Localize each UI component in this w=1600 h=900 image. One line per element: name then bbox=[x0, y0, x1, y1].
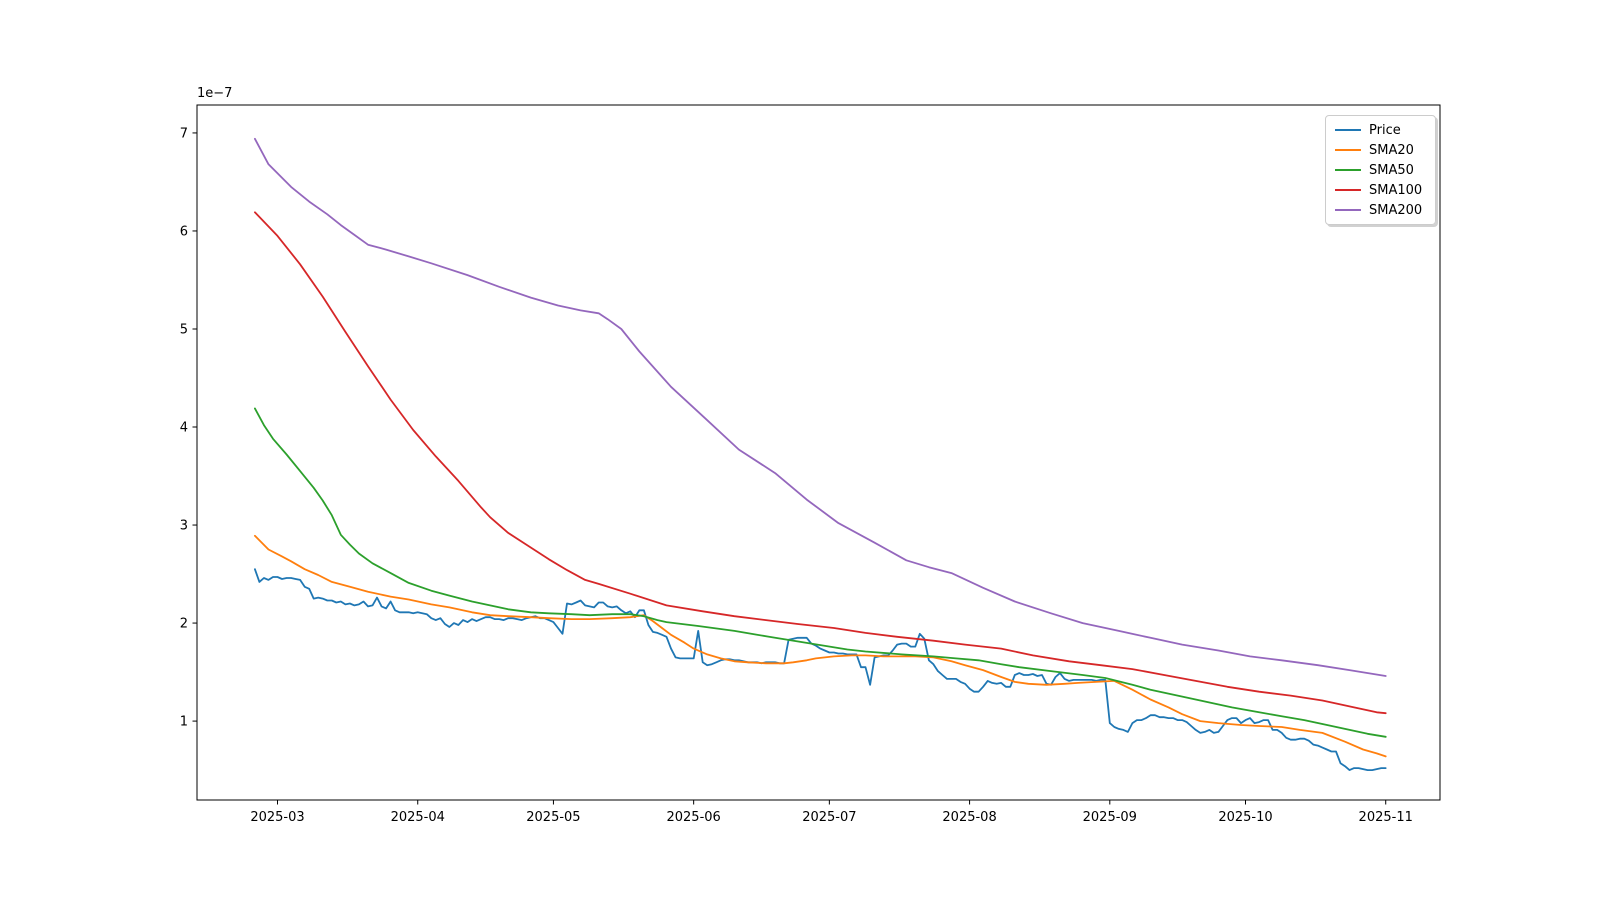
x-tick-label: 2025-07 bbox=[802, 810, 856, 825]
y-tick-label: 6 bbox=[180, 224, 188, 239]
series-line-sma100 bbox=[253, 211, 1387, 715]
legend-label: Price bbox=[1369, 122, 1401, 138]
x-tick-label: 2025-09 bbox=[1083, 810, 1137, 825]
x-tick-label: 2025-06 bbox=[666, 810, 720, 825]
plot-frame bbox=[196, 104, 1441, 801]
series-line-price bbox=[253, 568, 1387, 771]
sma50-line-swatch bbox=[1335, 169, 1361, 171]
legend-item-sma20: SMA20 bbox=[1326, 141, 1435, 160]
y-tick-label: 2 bbox=[180, 617, 188, 632]
legend-item-price: Price bbox=[1326, 121, 1435, 140]
series-line-sma20 bbox=[253, 534, 1387, 758]
legend-item-sma50: SMA50 bbox=[1326, 161, 1435, 180]
x-tick-label: 2025-03 bbox=[250, 810, 304, 825]
y-tick-label: 5 bbox=[180, 322, 188, 337]
x-tick-label: 2025-08 bbox=[942, 810, 996, 825]
y-tick-label: 3 bbox=[180, 519, 188, 534]
y-tick-label: 1 bbox=[180, 715, 188, 730]
legend-label: SMA50 bbox=[1369, 162, 1414, 178]
series-line-sma50 bbox=[253, 407, 1387, 738]
sma100-line-swatch bbox=[1335, 189, 1361, 191]
x-tick-label: 2025-05 bbox=[526, 810, 580, 825]
x-tick-label: 2025-04 bbox=[391, 810, 445, 825]
series-line-sma200 bbox=[253, 137, 1387, 677]
legend: Price SMA20 SMA50 SMA100 SMA200 bbox=[1325, 115, 1436, 225]
x-tick-label: 2025-11 bbox=[1359, 810, 1413, 825]
y-tick-label: 7 bbox=[180, 126, 188, 141]
y-tick-label: 4 bbox=[180, 421, 188, 436]
legend-item-sma200: SMA200 bbox=[1326, 201, 1435, 220]
legend-label: SMA100 bbox=[1369, 182, 1423, 198]
price-line-swatch bbox=[1335, 129, 1361, 131]
y-axis-offset-label: 1e−7 bbox=[197, 86, 232, 101]
legend-item-sma100: SMA100 bbox=[1326, 181, 1435, 200]
legend-label: SMA20 bbox=[1369, 142, 1414, 158]
x-tick-label: 2025-10 bbox=[1218, 810, 1272, 825]
legend-label: SMA200 bbox=[1369, 202, 1423, 218]
sma20-line-swatch bbox=[1335, 149, 1361, 151]
sma200-line-swatch bbox=[1335, 209, 1361, 211]
